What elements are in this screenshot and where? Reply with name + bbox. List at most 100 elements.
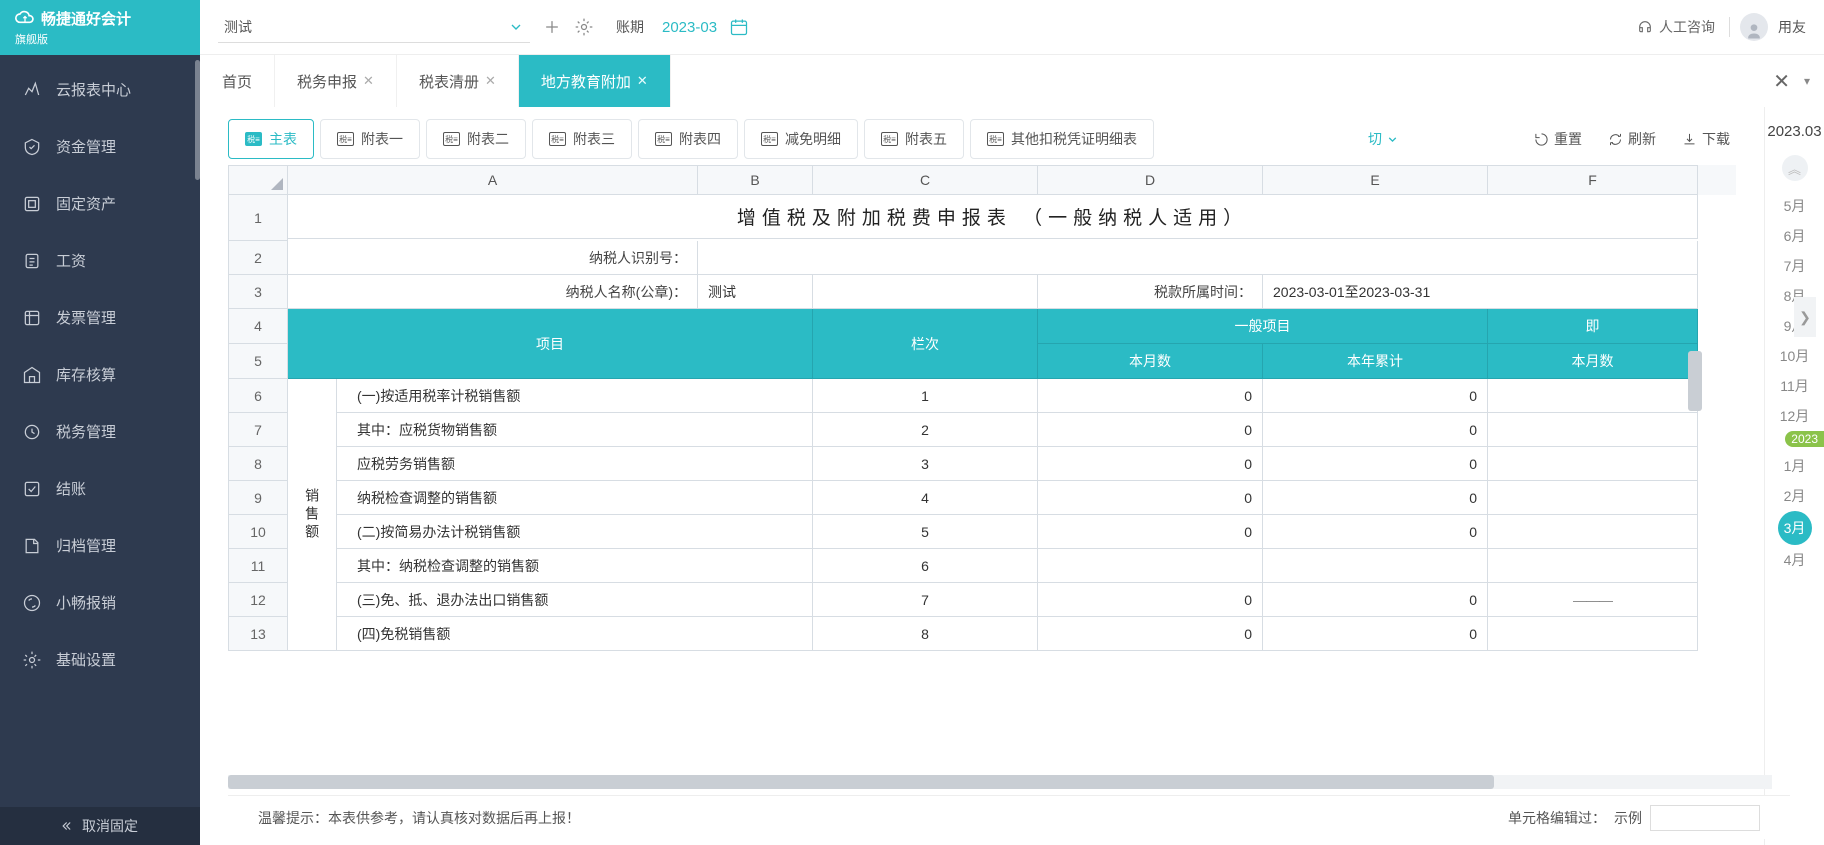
gear-icon[interactable] [574,17,594,37]
h-scrollbar[interactable] [228,775,1764,789]
v-scrollbar[interactable] [1688,351,1702,411]
grid-cell[interactable] [813,275,1038,309]
grid-cell[interactable]: 2023-03-01至2023-03-31 [1263,275,1698,309]
grid-cell[interactable]: (二)按简易办法计税销售额 [337,515,813,549]
calendar-icon[interactable] [729,17,749,37]
nav-item-2[interactable]: 固定资产 [0,175,200,232]
month-item[interactable]: 5月 [1784,191,1806,221]
tab-close-icon[interactable]: ✕ [363,73,374,89]
grid-cell[interactable]: 税款所属时间： [1038,275,1263,309]
download-button[interactable]: 下载 [1682,129,1730,149]
grid-cell[interactable]: 增值税及附加税费申报表 （一般纳税人适用） [288,195,1698,239]
row-header[interactable]: 2 [228,241,288,275]
grid-cell[interactable]: (四)免税销售额 [337,617,813,651]
row-header[interactable]: 10 [228,515,288,549]
year-head[interactable]: 2023.03 [1767,113,1821,149]
nav-item-8[interactable]: 归档管理 [0,517,200,574]
row-header[interactable]: 13 [228,617,288,651]
month-item[interactable]: 12月 [1780,401,1810,431]
grid-cell[interactable] [1488,447,1698,481]
month-item[interactable]: 2月 [1784,481,1806,511]
nav-item-10[interactable]: 基础设置 [0,631,200,688]
col-header[interactable]: F [1488,165,1698,195]
nav-item-4[interactable]: 发票管理 [0,289,200,346]
nav-item-3[interactable]: 工资 [0,232,200,289]
row-header[interactable]: 5 [228,344,288,379]
grid-cell[interactable] [1488,379,1698,413]
grid-cell[interactable]: 8 [813,617,1038,651]
tab-3[interactable]: 地方教育附加✕ [519,55,671,107]
row-header[interactable]: 7 [228,413,288,447]
row-header[interactable]: 9 [228,481,288,515]
grid-cell[interactable]: 5 [813,515,1038,549]
grid-cell[interactable]: 2 [813,413,1038,447]
grid-cell[interactable]: 0 [1038,617,1263,651]
grid-cell[interactable]: 0 [1038,447,1263,481]
grid-cell[interactable]: 1 [813,379,1038,413]
reset-button[interactable]: 重置 [1534,129,1582,149]
grid-cell[interactable]: 7 [813,583,1038,617]
nav-item-6[interactable]: 税务管理 [0,403,200,460]
month-item[interactable]: 7月 [1784,251,1806,281]
grid-cell[interactable] [1488,413,1698,447]
tab-2[interactable]: 税表清册✕ [397,55,519,107]
grid-cell[interactable]: (一)按适用税率计税销售额 [337,379,813,413]
sheet-tab-2[interactable]: 税≡附表二 [426,119,526,159]
customer-service[interactable]: 人工咨询 [1637,17,1730,37]
refresh-button[interactable]: 刷新 [1608,129,1656,149]
grid-cell[interactable]: 其中：纳税检查调整的销售额 [337,549,813,583]
sheet-tab-7[interactable]: 税≡其他扣税凭证明细表 [970,119,1154,159]
grid-cell[interactable] [1488,549,1698,583]
grid-cell[interactable]: ——— [1488,583,1698,617]
col-header[interactable]: B [698,165,813,195]
col-header[interactable]: C [813,165,1038,195]
month-item[interactable]: 11月 [1780,371,1809,401]
row-header[interactable]: 4 [228,309,288,344]
row-header[interactable]: 1 [228,195,288,241]
grid-cell[interactable] [1488,617,1698,651]
grid-cell[interactable]: 0 [1038,379,1263,413]
sheet-tab-5[interactable]: 税≡减免明细 [744,119,858,159]
sheet-tab-0[interactable]: 税≡主表 [228,119,314,159]
nav-item-9[interactable]: 小畅报销 [0,574,200,631]
grid-cell[interactable]: 0 [1263,447,1488,481]
row-header[interactable]: 11 [228,549,288,583]
grid-cell[interactable]: 即 [1488,309,1698,344]
grid-cell[interactable] [1038,549,1263,583]
grid-cell[interactable]: 纳税检查调整的销售额 [337,481,813,515]
tabs-close-all[interactable]: ✕ [1773,69,1790,94]
sheet-tab-1[interactable]: 税≡附表一 [320,119,420,159]
grid-cell[interactable]: 纳税人名称(公章)： [288,275,698,309]
grid-cell[interactable]: 应税劳务销售额 [337,447,813,481]
account-select[interactable]: 测试 [218,11,530,43]
tabs-dropdown-icon[interactable]: ▾ [1804,74,1810,88]
grid-corner[interactable] [228,165,288,195]
tab-close-icon[interactable]: ✕ [485,73,496,89]
sheet-tab-4[interactable]: 税≡附表四 [638,119,738,159]
grid-cell[interactable]: 本月数 [1488,344,1698,379]
sidebar-collapse[interactable]: 取消固定 [0,807,200,845]
sheet-tab-6[interactable]: 税≡附表五 [864,119,964,159]
grid-cell[interactable]: 0 [1263,617,1488,651]
month-item[interactable]: 3月 [1778,511,1812,545]
plus-icon[interactable] [542,17,562,37]
sheet-tab-3[interactable]: 税≡附表三 [532,119,632,159]
month-item[interactable]: 10月 [1780,341,1810,371]
avatar[interactable] [1740,13,1768,41]
row-header[interactable]: 3 [228,275,288,309]
period-value[interactable]: 2023-03 [662,19,717,36]
grid-cell[interactable]: 0 [1038,481,1263,515]
grid-cell[interactable]: 0 [1038,413,1263,447]
col-header[interactable]: A [288,165,698,195]
grid-cell[interactable]: 0 [1263,583,1488,617]
grid-cell[interactable]: 0 [1263,379,1488,413]
grid-cell[interactable]: 4 [813,481,1038,515]
grid-cell[interactable]: 0 [1038,583,1263,617]
grid-cell[interactable] [1263,549,1488,583]
grid-cell[interactable]: 本年累计 [1263,344,1488,379]
row-header[interactable]: 8 [228,447,288,481]
grid-cell[interactable]: 6 [813,549,1038,583]
overflow-fragment[interactable]: 切 [1368,129,1399,149]
grid-cell[interactable]: 0 [1038,515,1263,549]
tab-close-icon[interactable]: ✕ [637,73,648,89]
